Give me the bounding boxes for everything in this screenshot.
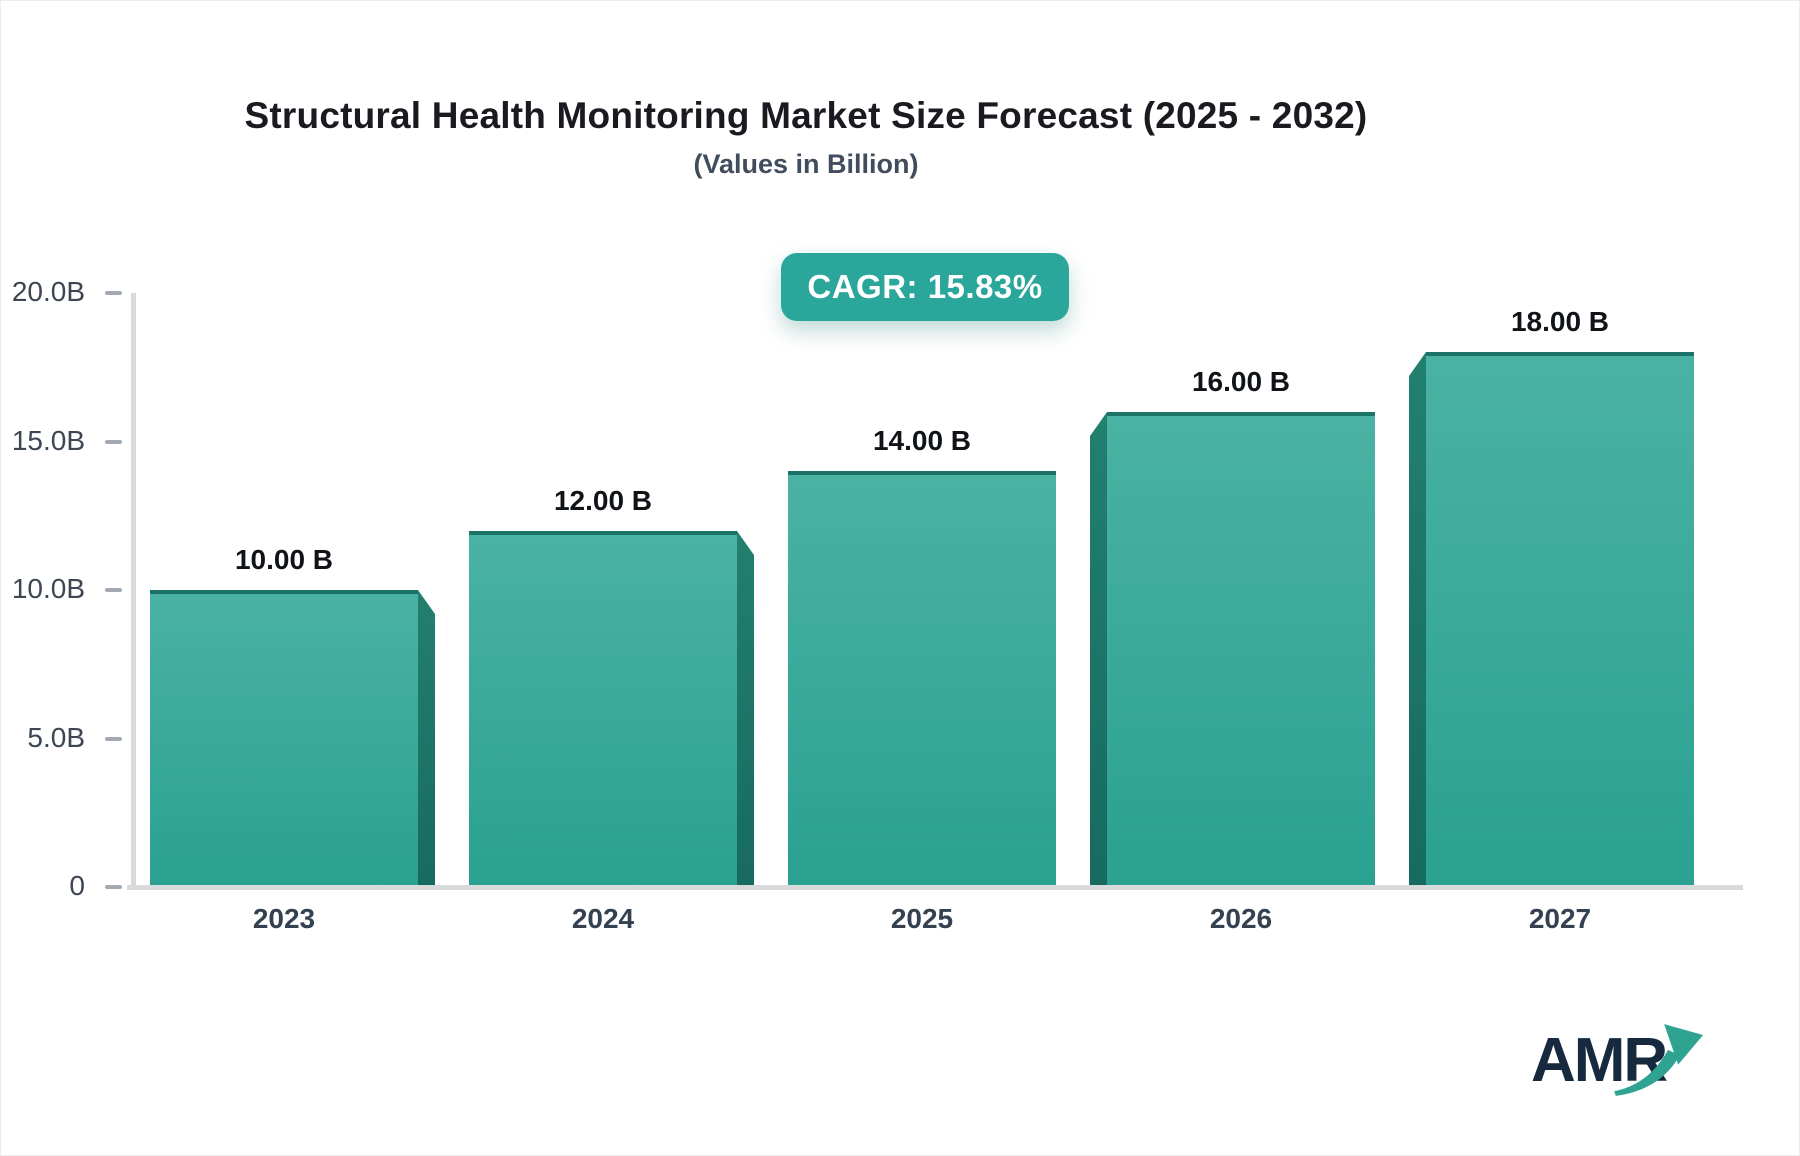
bar-2027[interactable] (1426, 352, 1694, 887)
bar-value-label: 16.00 B (1191, 366, 1291, 397)
bar-2024[interactable] (469, 531, 737, 887)
cagr-badge: CAGR: 15.83% (781, 253, 1069, 321)
bar-2027-side-face (1409, 352, 1426, 887)
y-axis-label: 0 (69, 870, 85, 901)
x-axis-line (127, 885, 1743, 890)
y-axis-label: 15.0B (11, 424, 85, 456)
bar-2026-side-face (1090, 412, 1107, 887)
cagr-badge-label: CAGR: 15.83% (807, 268, 1043, 305)
y-tick-mark (105, 588, 122, 592)
bar-2023-side-face (418, 590, 435, 887)
brand-logo: AMR (1531, 1019, 1771, 1109)
bar-value-label: 12.00 B (553, 485, 653, 516)
x-axis-label: 2026 (1209, 903, 1273, 934)
bar-value-label: 18.00 B (1510, 306, 1610, 337)
bar-2023[interactable] (150, 590, 418, 887)
x-axis-label: 2025 (890, 903, 954, 934)
y-axis-label: 10.0B (11, 573, 85, 604)
chart-subtitle: (Values in Billion) (693, 149, 919, 179)
y-tick-mark (105, 439, 122, 444)
bar-value-label: 14.00 B (872, 425, 972, 456)
y-axis-label: 20.0B (11, 276, 85, 307)
bar-2024-side-face (737, 531, 754, 887)
growth-arrow-icon (1614, 1024, 1704, 1096)
y-tick-mark (105, 291, 122, 295)
y-tick-mark (105, 736, 122, 741)
y-tick-mark (105, 885, 122, 889)
chart-title: Structural Health Monitoring Market Size… (244, 95, 1368, 136)
bar-value-label: 10.00 B (234, 544, 334, 575)
x-axis-label: 2023 (252, 903, 316, 934)
bar-2026[interactable] (1107, 412, 1375, 887)
x-axis-label: 2027 (1528, 903, 1592, 934)
y-axis-label: 5.0B (27, 721, 85, 753)
bar-2025[interactable] (788, 471, 1056, 887)
x-axis-label: 2024 (571, 903, 635, 934)
y-axis-line (131, 293, 136, 890)
